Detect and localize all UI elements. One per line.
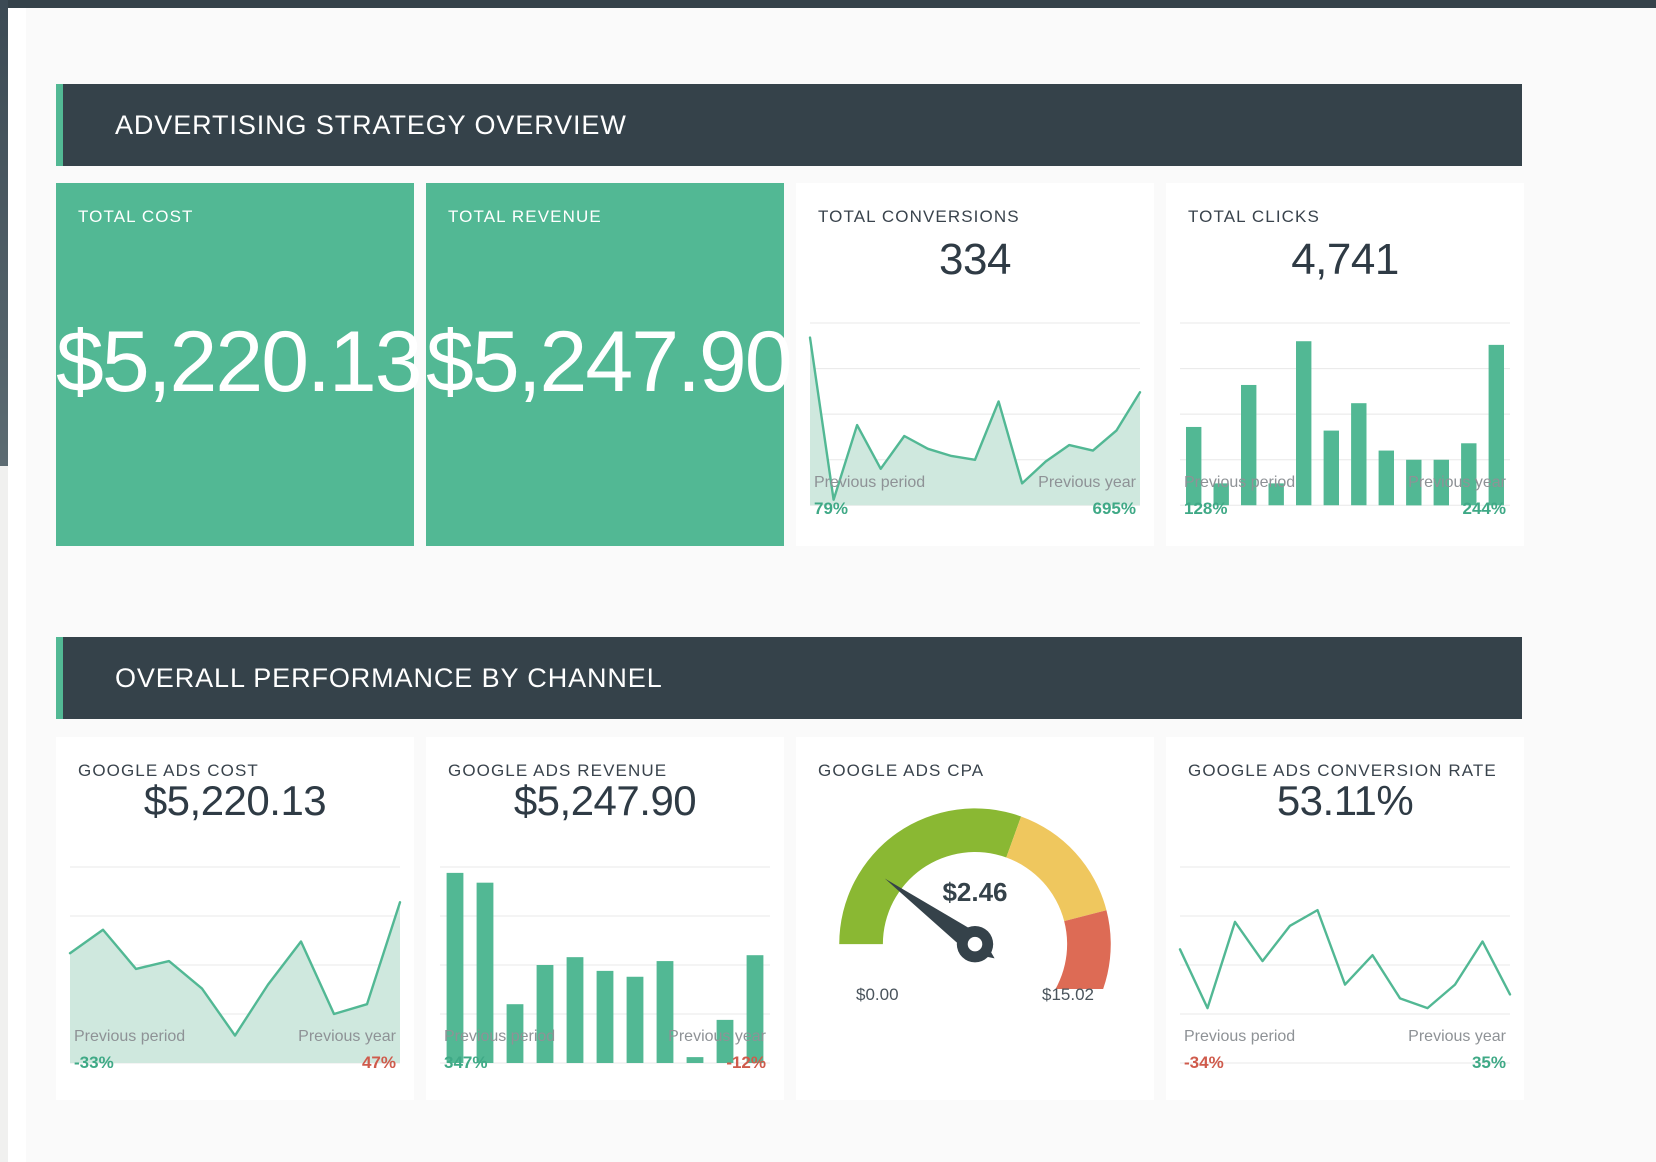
compare-value-previous-year: 47% [361, 1053, 396, 1072]
card-total-cost[interactable]: TOTAL COST $5,220.13 [56, 183, 423, 546]
card-value: $5,247.90 [513, 777, 697, 824]
gauge-max-label: $15.02 [1042, 985, 1094, 1004]
compare-value-previous-year: 244% [1462, 499, 1506, 518]
compare-value-previous-year: 695% [1092, 499, 1136, 518]
compare-label-previous-period: Previous period [1184, 1028, 1296, 1045]
compare-label-previous-year: Previous year [1038, 474, 1136, 491]
google-ads-revenue-bar-chart [440, 867, 770, 1007]
card-label: TOTAL COST [78, 207, 194, 226]
compare-label-previous-year: Previous year [668, 1028, 766, 1045]
card-value: 334 [939, 235, 1011, 284]
section-accent-bar [56, 84, 63, 166]
card-value: $5,220.13 [56, 314, 423, 410]
gauge-min-label: $0.00 [856, 985, 899, 1004]
compare-value-previous-year: 35% [1471, 1053, 1506, 1072]
compare-value-previous-period: 79% [814, 499, 849, 518]
compare-footer: Previous period Previous year 347% -12% [440, 1028, 770, 1086]
card-google-ads-revenue[interactable]: GOOGLE ADS REVENUE $5,247.90 Previous pe… [426, 737, 784, 1100]
google-ads-cost-area-chart [70, 867, 400, 1007]
line-chart-svg [1180, 867, 1510, 1063]
compare-value-previous-period: -34% [1184, 1053, 1224, 1072]
card-total-conversions[interactable]: TOTAL CONVERSIONS 334 Previous period Pr… [796, 183, 1154, 546]
bar-chart-svg [440, 867, 770, 1063]
card-total-revenue[interactable]: TOTAL REVENUE $5,247.90 [426, 183, 793, 546]
compare-value-previous-year: -12% [726, 1053, 766, 1072]
section-title: ADVERTISING STRATEGY OVERVIEW [115, 109, 627, 140]
gauge-range: $0.00 $15.02 [856, 985, 1094, 1005]
card-google-ads-cpa[interactable]: GOOGLE ADS CPA $2.46 $0.00 $15.02 [796, 737, 1154, 1100]
total-clicks-bar-chart [1180, 323, 1510, 458]
compare-label-previous-year: Previous year [1408, 474, 1506, 491]
compare-value-previous-period: 128% [1184, 499, 1228, 518]
section-accent-bar [56, 637, 63, 719]
section-header-overall-performance: OVERALL PERFORMANCE BY CHANNEL [56, 637, 1522, 719]
compare-footer: Previous period Previous year -34% 35% [1180, 1028, 1510, 1086]
card-label: GOOGLE ADS CPA [818, 761, 985, 780]
gauge-value-label: $2.46 [942, 877, 1008, 907]
compare-footer: Previous period Previous year -33% 47% [70, 1028, 400, 1086]
total-conversions-sparkline [810, 323, 1140, 458]
section-title: OVERALL PERFORMANCE BY CHANNEL [115, 662, 663, 693]
card-label: TOTAL REVENUE [448, 207, 602, 226]
card-value: 4,741 [1291, 235, 1399, 284]
card-label: GOOGLE ADS COST [78, 761, 259, 780]
gauge-svg [839, 808, 1111, 989]
google-ads-conversion-rate-line-chart [1180, 867, 1510, 1007]
compare-label-previous-period: Previous period [814, 474, 926, 491]
bar-chart-svg [1180, 323, 1510, 505]
compare-footer: Previous period Previous year 79% 695% [810, 474, 1140, 532]
left-scrollbar-rail[interactable] [0, 0, 8, 466]
area-chart-svg [70, 867, 400, 1063]
compare-label-previous-year: Previous year [1408, 1028, 1506, 1045]
compare-value-previous-period: -33% [74, 1053, 114, 1072]
card-google-ads-cost[interactable]: GOOGLE ADS COST $5,220.13 Previous perio… [56, 737, 414, 1100]
google-ads-cpa-gauge [796, 789, 1154, 989]
card-label: TOTAL CONVERSIONS [818, 207, 1020, 226]
dashboard-canvas: ADVERTISING STRATEGY OVERVIEW TOTAL COST… [26, 8, 1656, 1162]
section-header-advertising-strategy: ADVERTISING STRATEGY OVERVIEW [56, 84, 1522, 166]
card-label: TOTAL CLICKS [1188, 207, 1320, 226]
compare-label-previous-period: Previous period [74, 1028, 186, 1045]
compare-label-previous-period: Previous period [1184, 474, 1296, 491]
card-total-clicks[interactable]: TOTAL CLICKS 4,741 Previous period Previ… [1166, 183, 1524, 546]
window-top-strip [0, 0, 1656, 8]
card-value: 53.11% [1276, 777, 1414, 824]
compare-label-previous-year: Previous year [298, 1028, 396, 1045]
compare-label-previous-period: Previous period [444, 1028, 556, 1045]
card-value: $5,220.13 [143, 777, 327, 824]
compare-value-previous-period: 347% [444, 1053, 488, 1072]
left-rail-lower [0, 466, 8, 1162]
area-chart-svg [810, 323, 1140, 505]
card-google-ads-conversion-rate[interactable]: GOOGLE ADS CONVERSION RATE 53.11% Previo… [1166, 737, 1524, 1100]
card-label: GOOGLE ADS CONVERSION RATE [1188, 761, 1497, 780]
card-value: $5,247.90 [426, 314, 793, 410]
card-label: GOOGLE ADS REVENUE [448, 761, 668, 780]
compare-footer: Previous period Previous year 128% 244% [1180, 474, 1510, 532]
